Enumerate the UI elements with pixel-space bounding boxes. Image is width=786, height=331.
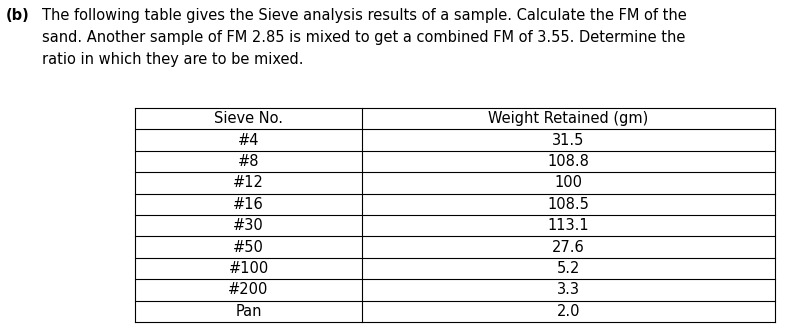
Text: The following table gives the Sieve analysis results of a sample. Calculate the : The following table gives the Sieve anal… (42, 8, 687, 23)
Text: 31.5: 31.5 (553, 133, 585, 148)
Text: #30: #30 (233, 218, 264, 233)
Text: 100: 100 (554, 175, 582, 190)
Text: Pan: Pan (235, 304, 262, 319)
Text: #8: #8 (237, 154, 259, 169)
Text: 108.8: 108.8 (548, 154, 590, 169)
Text: #12: #12 (233, 175, 264, 190)
Text: Weight Retained (gm): Weight Retained (gm) (488, 111, 648, 126)
Text: sand. Another sample of FM 2.85 is mixed to get a combined FM of 3.55. Determine: sand. Another sample of FM 2.85 is mixed… (42, 30, 685, 45)
Text: 113.1: 113.1 (548, 218, 590, 233)
Text: #50: #50 (233, 240, 264, 255)
Text: Sieve No.: Sieve No. (214, 111, 283, 126)
Text: 27.6: 27.6 (552, 240, 585, 255)
Text: #100: #100 (229, 261, 269, 276)
Text: #16: #16 (233, 197, 264, 212)
Text: #4: #4 (237, 133, 259, 148)
Text: 3.3: 3.3 (557, 282, 580, 297)
Text: 5.2: 5.2 (556, 261, 580, 276)
Text: ratio in which they are to be mixed.: ratio in which they are to be mixed. (42, 52, 303, 67)
Text: (b): (b) (6, 8, 30, 23)
Text: 108.5: 108.5 (548, 197, 590, 212)
Text: 2.0: 2.0 (556, 304, 580, 319)
Text: #200: #200 (228, 282, 269, 297)
